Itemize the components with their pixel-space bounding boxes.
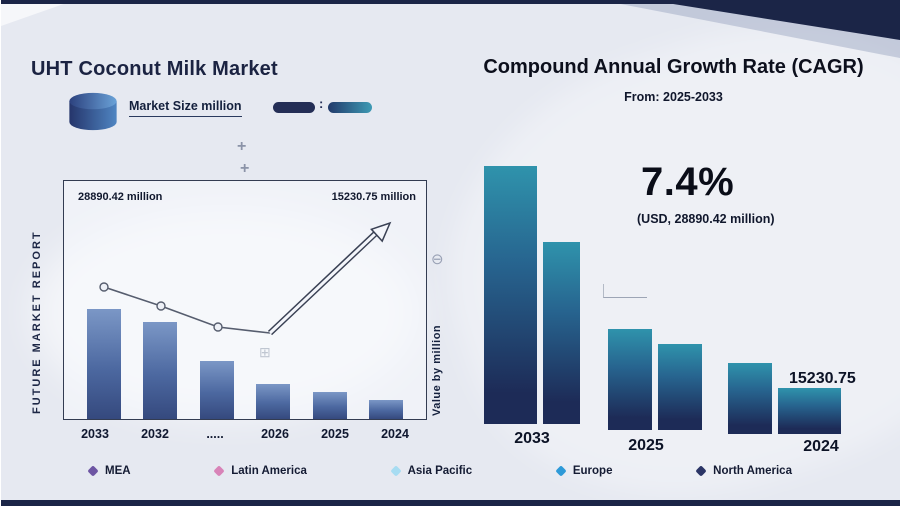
grid-icon: ⊞ xyxy=(259,344,271,360)
legend-marker xyxy=(213,465,225,477)
bar xyxy=(543,242,580,424)
legend-label: North America xyxy=(713,465,792,477)
x-label: 2026 xyxy=(261,427,289,441)
legend-marker xyxy=(87,465,99,477)
bar xyxy=(86,309,121,419)
bar xyxy=(658,344,702,430)
arrow-head xyxy=(370,221,392,243)
left-chart-bars xyxy=(64,289,426,419)
cagr-bar-group-2033 xyxy=(484,166,580,424)
top-frame-bar xyxy=(1,0,900,4)
cagr-subtitle: From: 2025-2033 xyxy=(624,90,723,104)
legend-marker xyxy=(555,465,567,477)
cagr-bar-group-2025 xyxy=(608,329,702,430)
brand-vertical-text: FUTURE MARKET REPORT xyxy=(31,230,43,414)
cagr-value: 7.4% xyxy=(641,160,735,204)
legend-item: Latin America xyxy=(213,465,307,477)
cagr-bar-group-2024 xyxy=(728,363,841,434)
cagr-annotation-value: 15230.75 xyxy=(789,370,856,387)
cagr-caption: (USD, 28890.42 million) xyxy=(637,212,775,226)
market-size-label: Market Size million xyxy=(129,99,242,117)
chart-annotation-right: 15230.75 million xyxy=(331,191,416,203)
bar xyxy=(369,400,404,419)
value-axis-label: Value by million xyxy=(431,324,443,416)
bar xyxy=(608,329,652,430)
x-label: 2033 xyxy=(81,427,109,441)
legend-item: MEA xyxy=(87,465,131,477)
plus-decoration: + xyxy=(240,160,250,177)
x-label: ..... xyxy=(206,427,224,441)
region-legend: MEA Latin America Asia Pacific Europe North … xyxy=(87,465,792,477)
bar xyxy=(256,384,291,419)
legend-item: Europe xyxy=(555,465,613,477)
legend-label: MEA xyxy=(105,465,131,477)
bar xyxy=(143,322,178,419)
page-title: UHT Coconut Milk Market xyxy=(31,58,278,80)
legend-label: Asia Pacific xyxy=(407,465,473,477)
bar xyxy=(728,363,772,434)
legend-marker xyxy=(695,465,707,477)
cylinder-icon xyxy=(69,92,117,131)
bar xyxy=(778,388,841,434)
pill-accent-gradient xyxy=(328,102,372,113)
legend-marker xyxy=(389,465,402,477)
bar xyxy=(484,166,537,424)
chart-annotation-left: 28890.42 million xyxy=(78,191,163,203)
left-chart-xlabels: 2033 2032..... 2026 2025 2024 xyxy=(63,427,427,441)
bar xyxy=(312,392,347,419)
step-decoration xyxy=(603,284,647,298)
legend-label: Europe xyxy=(572,465,613,477)
bar xyxy=(199,361,234,419)
cagr-xlabel-2033: 2033 xyxy=(514,430,550,447)
x-label: 2032 xyxy=(141,427,169,441)
pill-accent-dark xyxy=(273,102,315,113)
cagr-xlabel-2024: 2024 xyxy=(803,438,839,455)
plus-decoration: + xyxy=(237,138,247,155)
legend-item: North America xyxy=(695,465,792,477)
x-label: 2024 xyxy=(381,427,409,441)
legend-item: Asia Pacific xyxy=(389,465,473,477)
bottom-frame-bar xyxy=(1,500,900,506)
circle-minus-icon: ⊖ xyxy=(431,251,444,268)
pill-colon: : xyxy=(319,96,324,111)
x-label: 2025 xyxy=(321,427,349,441)
cagr-title: Compound Annual Growth Rate (CAGR) xyxy=(483,56,864,78)
cagr-xlabel-2025: 2025 xyxy=(628,437,664,454)
market-size-chart: 28890.42 million 15230.75 million xyxy=(63,180,427,420)
legend-label: Latin America xyxy=(231,465,307,477)
